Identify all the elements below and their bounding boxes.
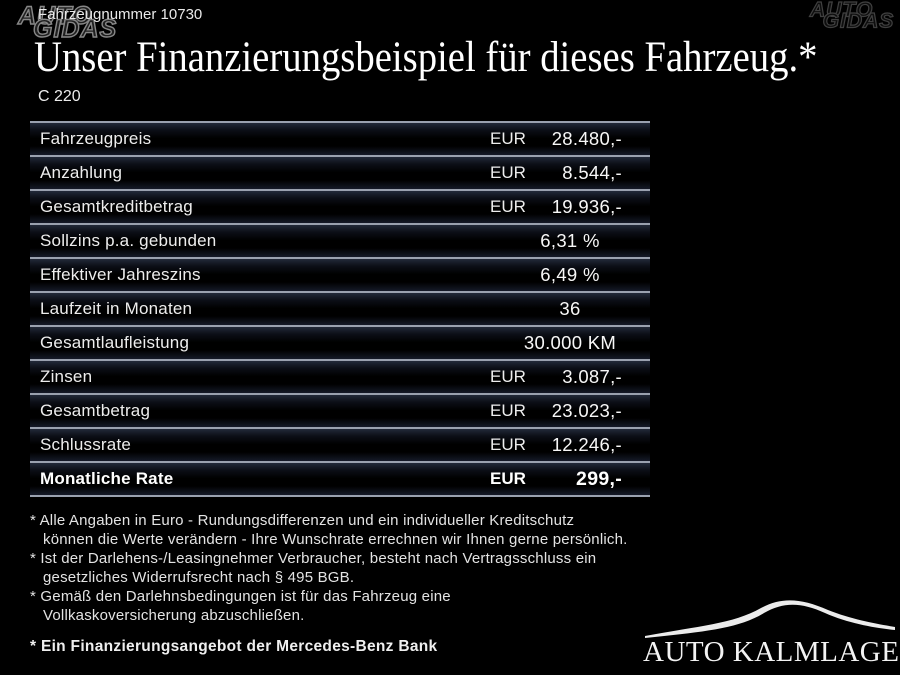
row-value: 6,49 % [540,264,600,285]
footnote-widerrufsrecht: * Ist der Darlehens-/Leasingnehmer Verbr… [30,550,597,586]
autogidas-watermark-topright: AUTO GIDAS [809,0,894,33]
table-row-laufzeit: Laufzeit in Monaten 36 [30,291,650,325]
row-value: 19.936,- [551,196,622,217]
row-value: 299,- [576,467,622,490]
dealer-logo: AUTO KALMLAGE [643,596,900,674]
table-row-gesamtlaufleistung: Gesamtlaufleistung 30.000 KM [30,325,650,359]
row-currency: EUR [490,367,526,386]
table-row-schlussrate: Schlussrate EUR 12.246,- [30,427,650,461]
table-row-gesamtkreditbetrag: Gesamtkreditbetrag EUR 19.936,- [30,189,650,223]
row-value: 28.480,- [551,128,622,149]
footnote-rounding: * Alle Angaben in Euro - Rundungsdiffere… [30,512,628,548]
vehicle-model: C 220 [38,88,81,105]
row-value: 3.087,- [562,366,622,387]
page-title: Unser Finanzierungsbeispiel für dieses F… [34,34,818,81]
row-label: Sollzins p.a. gebunden [40,231,217,250]
row-currency: EUR [490,129,526,148]
watermark-word-gidas: GIDAS [822,8,894,33]
table-row-zinsen: Zinsen EUR 3.087,- [30,359,650,393]
financing-table: Fahrzeugpreis EUR 28.480,- Anzahlung EUR… [30,121,650,497]
row-value: 36 [559,298,581,319]
mercedes-benz-bank-note: * Ein Finanzierungsangebot der Mercedes-… [30,638,438,655]
row-currency: EUR [490,469,526,488]
table-row-anzahlung: Anzahlung EUR 8.544,- [30,155,650,189]
row-currency: EUR [490,401,526,420]
row-value: 6,31 % [540,230,600,251]
table-row-gesamtbetrag: Gesamtbetrag EUR 23.023,- [30,393,650,427]
row-currency: EUR [490,163,526,182]
row-label: Monatliche Rate [40,469,174,488]
table-row-monatliche-rate: Monatliche Rate EUR 299,- [30,461,650,495]
footnote-vollkasko: * Gemäß den Darlehnsbedingungen ist für … [30,588,451,624]
row-value: 12.246,- [551,434,622,455]
row-value: 23.023,- [551,400,622,421]
row-label: Effektiver Jahreszins [40,265,201,284]
row-label: Gesamtbetrag [40,401,151,420]
row-label: Schlussrate [40,435,132,454]
row-label: Anzahlung [40,163,123,182]
row-value: 8.544,- [562,162,622,183]
row-label: Fahrzeugpreis [40,129,152,148]
footnotes: * Alle Angaben in Euro - Rundungsdiffere… [30,511,690,625]
table-row-fahrzeugpreis: Fahrzeugpreis EUR 28.480,- [30,121,650,155]
row-value: 30.000 KM [523,332,617,353]
watermark-word-auto: AUTO [809,0,873,22]
row-currency: EUR [490,435,526,454]
dealer-name: AUTO KALMLAGE [643,636,900,668]
table-row-effektiver-jahreszins: Effektiver Jahreszins 6,49 % [30,257,650,291]
vehicle-number: Fahrzeugnummer 10730 [38,6,203,23]
car-silhouette-icon [645,600,895,638]
table-row-sollzins: Sollzins p.a. gebunden 6,31 % [30,223,650,257]
row-label: Laufzeit in Monaten [40,299,193,318]
row-label: Gesamtkreditbetrag [40,197,193,216]
row-label: Gesamtlaufleistung [40,333,190,352]
row-label: Zinsen [40,367,93,386]
row-currency: EUR [490,197,526,216]
